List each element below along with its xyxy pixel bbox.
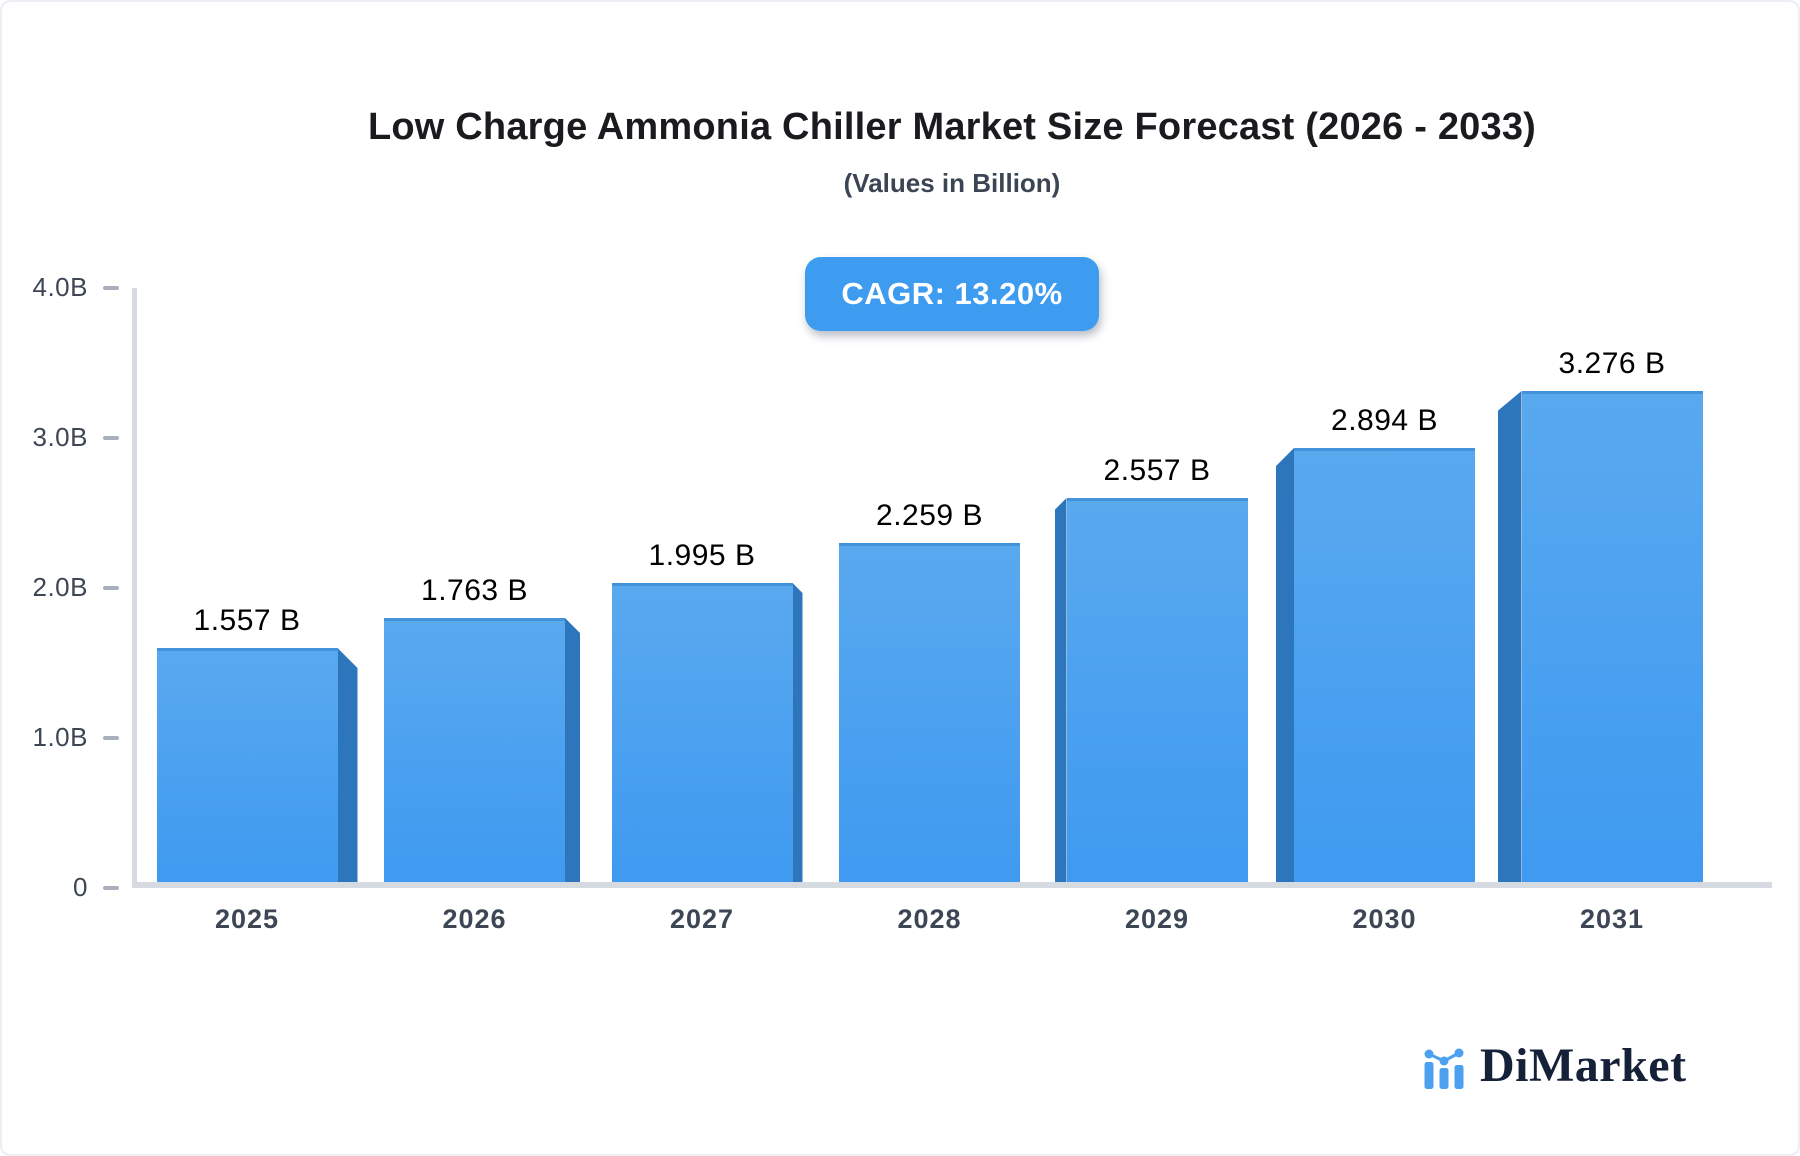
chart-title: Low Charge Ammonia Chiller Market Size F… [367,106,1537,148]
x-axis-label: 2031 [1579,904,1645,934]
bar-value-label: 1.763 B [421,574,528,607]
dimarket-logo: DiMarket [1422,1038,1687,1093]
y-tick-mark [103,736,119,740]
chart-subtitle: (Values in Billion) [843,168,1061,198]
x-axis-labels: 2025 2026 2027 2028 2029 2030 2031 [137,904,1772,944]
y-tick-mark [103,436,119,440]
y-tick-mark [103,286,119,290]
x-axis-label: 2030 [1352,904,1417,934]
plot-area: 0 1.0B 2.0B 3.0B 4.0B 1.557 B 1.763 B 1.995 B 2… [33,272,1772,934]
bar-value-label: 2.894 B [1331,404,1438,437]
y-tick-mark [103,886,119,890]
y-axis-ticks: 0 1.0B 2.0B 3.0B 4.0B [33,272,1772,902]
bar [611,583,793,882]
bar-value-label: 3.276 B [1558,347,1666,380]
x-axis-label: 2025 [214,904,280,934]
x-axis-label: 2029 [1124,904,1190,934]
bar-side-face [337,648,358,882]
bar-side-face [1497,391,1522,882]
logo-text: DiMarket [1480,1039,1687,1092]
bar-value-label: 1.995 B [648,539,756,572]
y-tick-label: 2.0B [32,572,88,602]
bar [1521,391,1703,882]
cagr-badge: CAGR: 13.20% [805,257,1099,331]
bar [156,648,338,882]
x-axis-label: 2027 [669,904,735,934]
bar [384,618,565,882]
bars-layer: 1.557 B 1.763 B 1.995 B 2.259 B 2.557 B 2.894… [137,288,1772,882]
bar-side-face [792,583,803,882]
bar [1066,498,1248,882]
y-tick-label: 0 [73,872,88,902]
x-axis-label: 2026 [442,904,507,934]
bar-chart-trend-icon [1424,1048,1464,1089]
bar-value-label: 1.557 B [193,604,301,637]
bar [1294,448,1475,882]
y-tick-label: 4.0B [32,272,88,302]
y-tick-label: 3.0B [32,422,88,452]
bar-value-label: 2.259 B [876,499,983,532]
bar-side-face [565,618,580,882]
badge-row: CAGR: 13.20% [132,257,1772,331]
y-tick-label: 1.0B [32,722,88,752]
y-tick-mark [103,586,119,590]
bar-value-label: 2.557 B [1103,454,1211,487]
bar [839,543,1020,882]
bar-side-face [1054,498,1067,882]
x-axis-label: 2028 [897,904,962,934]
bar-side-face [1276,448,1294,882]
